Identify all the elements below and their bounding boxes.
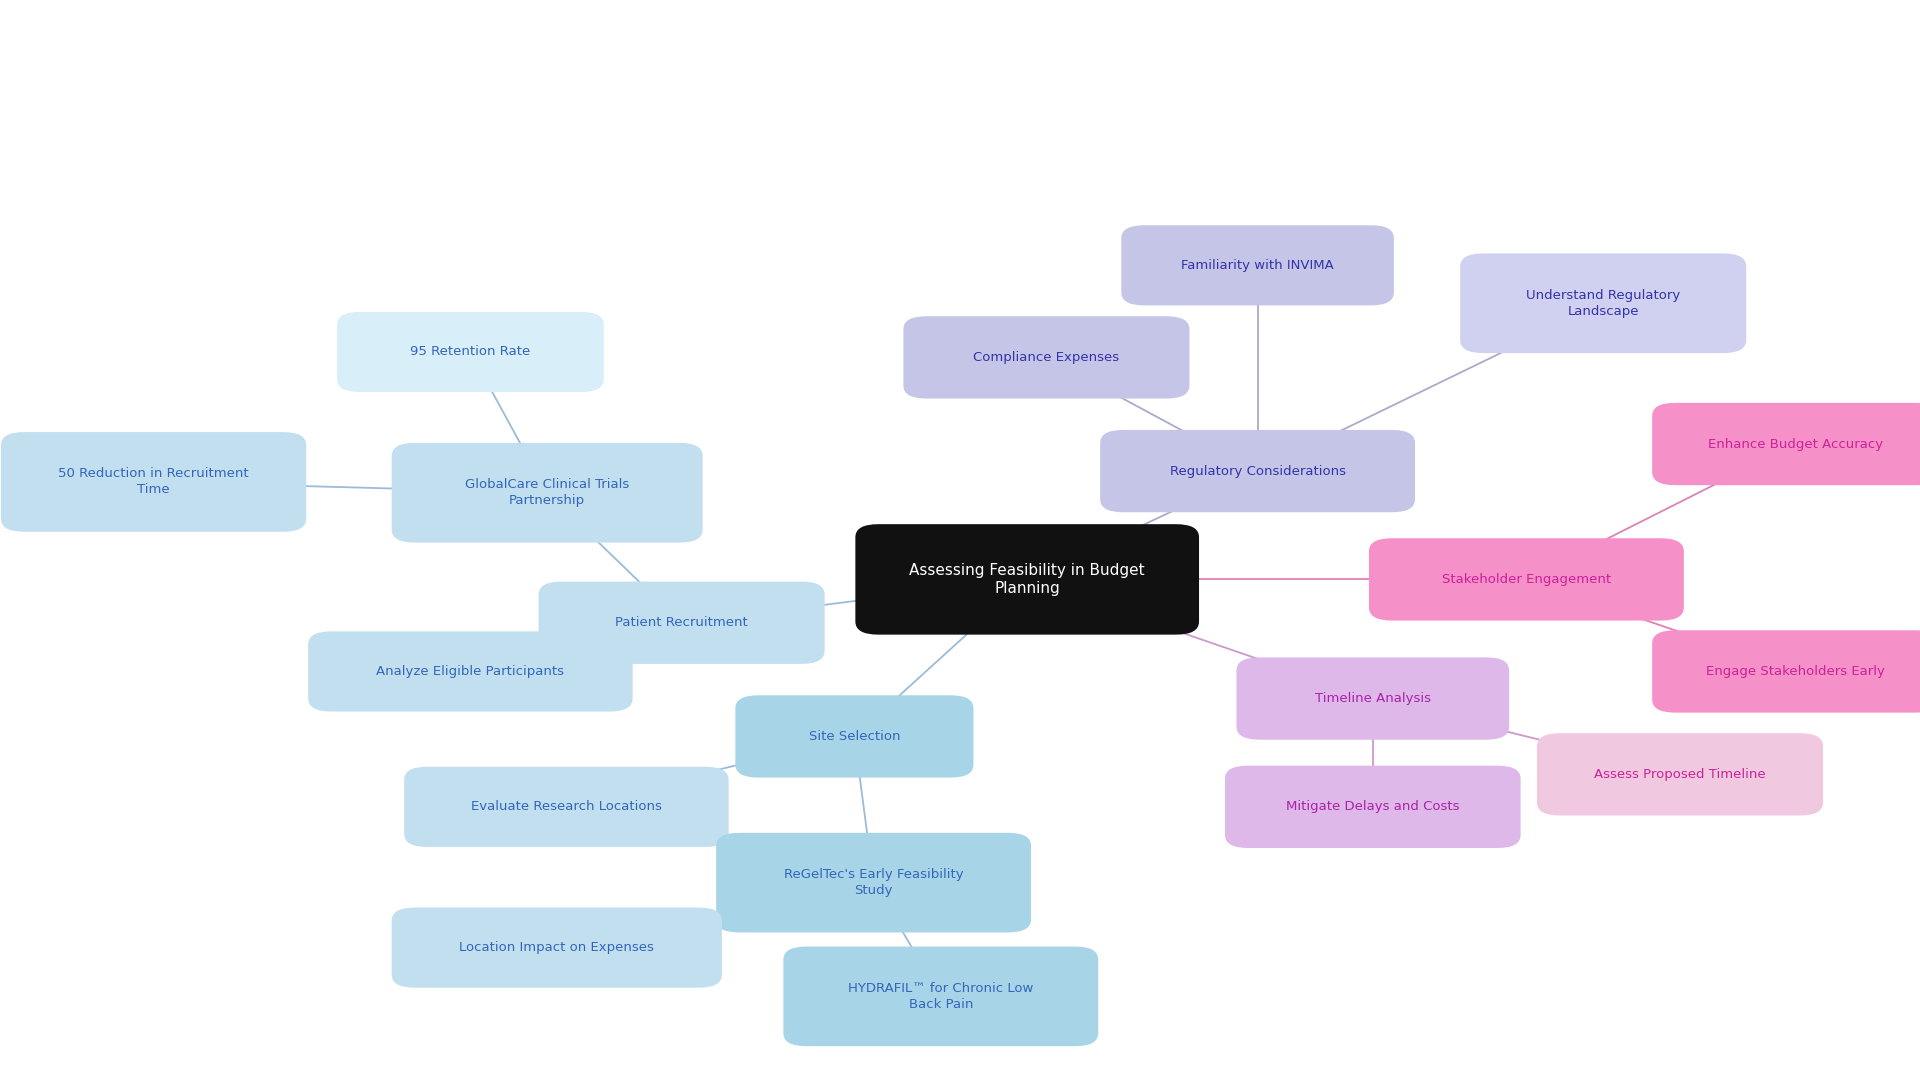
Text: Understand Regulatory
Landscape: Understand Regulatory Landscape	[1526, 289, 1680, 317]
Text: 50 Reduction in Recruitment
Time: 50 Reduction in Recruitment Time	[58, 468, 250, 496]
FancyBboxPatch shape	[1536, 733, 1824, 815]
Text: Location Impact on Expenses: Location Impact on Expenses	[459, 941, 655, 954]
FancyBboxPatch shape	[1225, 766, 1521, 848]
Text: Compliance Expenses: Compliance Expenses	[973, 351, 1119, 364]
FancyBboxPatch shape	[735, 695, 973, 778]
FancyBboxPatch shape	[0, 432, 307, 532]
Text: Enhance Budget Accuracy: Enhance Budget Accuracy	[1707, 438, 1884, 451]
FancyBboxPatch shape	[1236, 657, 1509, 740]
Text: Assessing Feasibility in Budget
Planning: Assessing Feasibility in Budget Planning	[910, 562, 1144, 597]
FancyBboxPatch shape	[403, 767, 728, 847]
FancyBboxPatch shape	[783, 947, 1098, 1046]
Text: Evaluate Research Locations: Evaluate Research Locations	[470, 800, 662, 813]
FancyBboxPatch shape	[1651, 630, 1920, 713]
FancyBboxPatch shape	[856, 524, 1198, 635]
Text: Analyze Eligible Participants: Analyze Eligible Participants	[376, 665, 564, 678]
Text: GlobalCare Clinical Trials
Partnership: GlobalCare Clinical Trials Partnership	[465, 479, 630, 507]
FancyBboxPatch shape	[1459, 253, 1747, 353]
FancyBboxPatch shape	[1121, 225, 1394, 305]
Text: Site Selection: Site Selection	[808, 730, 900, 743]
Text: Regulatory Considerations: Regulatory Considerations	[1169, 465, 1346, 478]
FancyBboxPatch shape	[1100, 430, 1415, 512]
Text: HYDRAFIL™ for Chronic Low
Back Pain: HYDRAFIL™ for Chronic Low Back Pain	[849, 982, 1033, 1010]
Text: ReGelTec's Early Feasibility
Study: ReGelTec's Early Feasibility Study	[783, 869, 964, 897]
FancyBboxPatch shape	[716, 833, 1031, 932]
Text: 95 Retention Rate: 95 Retention Rate	[411, 345, 530, 358]
FancyBboxPatch shape	[902, 316, 1190, 399]
Text: Assess Proposed Timeline: Assess Proposed Timeline	[1594, 768, 1766, 781]
Text: Mitigate Delays and Costs: Mitigate Delays and Costs	[1286, 800, 1459, 813]
FancyBboxPatch shape	[338, 312, 603, 392]
FancyBboxPatch shape	[538, 582, 826, 664]
Text: Engage Stakeholders Early: Engage Stakeholders Early	[1705, 665, 1885, 678]
FancyBboxPatch shape	[1651, 403, 1920, 485]
Text: Patient Recruitment: Patient Recruitment	[614, 616, 749, 629]
FancyBboxPatch shape	[307, 631, 632, 712]
Text: Familiarity with INVIMA: Familiarity with INVIMA	[1181, 259, 1334, 272]
FancyBboxPatch shape	[392, 443, 703, 543]
Text: Timeline Analysis: Timeline Analysis	[1315, 692, 1430, 705]
Text: Stakeholder Engagement: Stakeholder Engagement	[1442, 573, 1611, 586]
FancyBboxPatch shape	[392, 908, 722, 988]
FancyBboxPatch shape	[1369, 538, 1684, 621]
